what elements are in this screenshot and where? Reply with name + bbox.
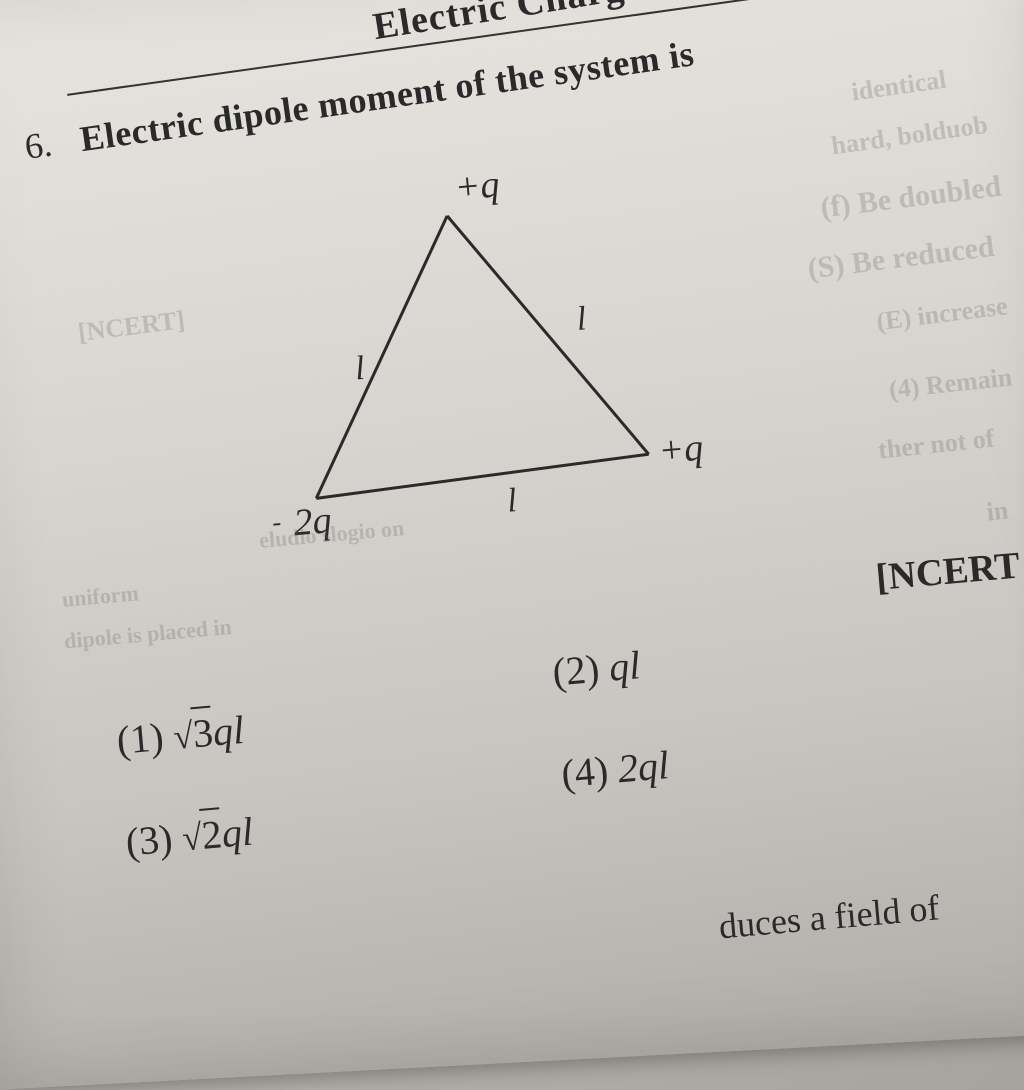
option-1: (1) √3ql: [115, 684, 498, 764]
source-tag: [NCERT P: [874, 541, 1024, 600]
triangle-side-left: [293, 216, 471, 498]
triangle-side-right: [447, 200, 649, 470]
textbook-page: Electric Charges and 6. Electric dipole …: [0, 0, 1024, 1090]
diagram-svg: +q − 2q +q l l l: [244, 154, 725, 572]
bleed-text: [NCERT]: [76, 305, 186, 348]
bleed-text: (f) Be doubled: [819, 170, 1003, 226]
vertex-label-bottom-right: +q: [657, 427, 705, 473]
side-label-bottom: l: [506, 482, 519, 520]
options-row-2: (3) √2ql (4) 2ql: [124, 749, 925, 866]
bleed-text: hard, bolduob: [830, 110, 990, 162]
side-label-right: l: [575, 300, 588, 338]
option-4: (4) 2ql: [559, 741, 670, 797]
option-2-number: (2): [551, 646, 601, 695]
triangle-side-bottom: [315, 454, 650, 498]
option-2-value: ql: [607, 642, 642, 690]
bleed-text: (4) Remain: [887, 362, 1013, 405]
option-2: (2) ql: [551, 641, 643, 695]
option-1-number: (1): [115, 714, 165, 763]
bleed-text: in: [985, 495, 1010, 527]
triangle-diagram: +q − 2q +q l l l: [244, 154, 725, 572]
bleed-text: dipole is placed in: [63, 614, 233, 655]
side-label-left: l: [354, 350, 367, 388]
option-3: (3) √2ql: [124, 786, 507, 866]
vertex-label-top: +q: [453, 163, 501, 209]
question-number: 6.: [22, 123, 55, 168]
bleed-text: ther not of: [877, 424, 996, 466]
option-3-value: √2ql: [180, 809, 255, 860]
options-block: (1) √3ql (2) ql (3) √2ql (4) 2ql: [115, 647, 930, 920]
question-text: Electric dipole moment of the system is: [77, 32, 696, 160]
options-row-1: (1) √3ql (2) ql: [115, 647, 916, 764]
next-question-fragment: duces a field of: [717, 886, 941, 947]
option-1-value: √3ql: [171, 707, 246, 758]
bleed-text: (S) Be reduced: [806, 230, 997, 287]
bleed-text: (E) increase: [875, 291, 1009, 337]
option-4-number: (4): [560, 747, 610, 796]
bleed-text: uniform: [61, 580, 140, 613]
option-4-value: 2ql: [616, 742, 671, 791]
vertex-label-bottom-left: − 2q: [257, 499, 334, 547]
option-3-number: (3): [124, 816, 174, 865]
bleed-text: identical: [849, 65, 948, 108]
